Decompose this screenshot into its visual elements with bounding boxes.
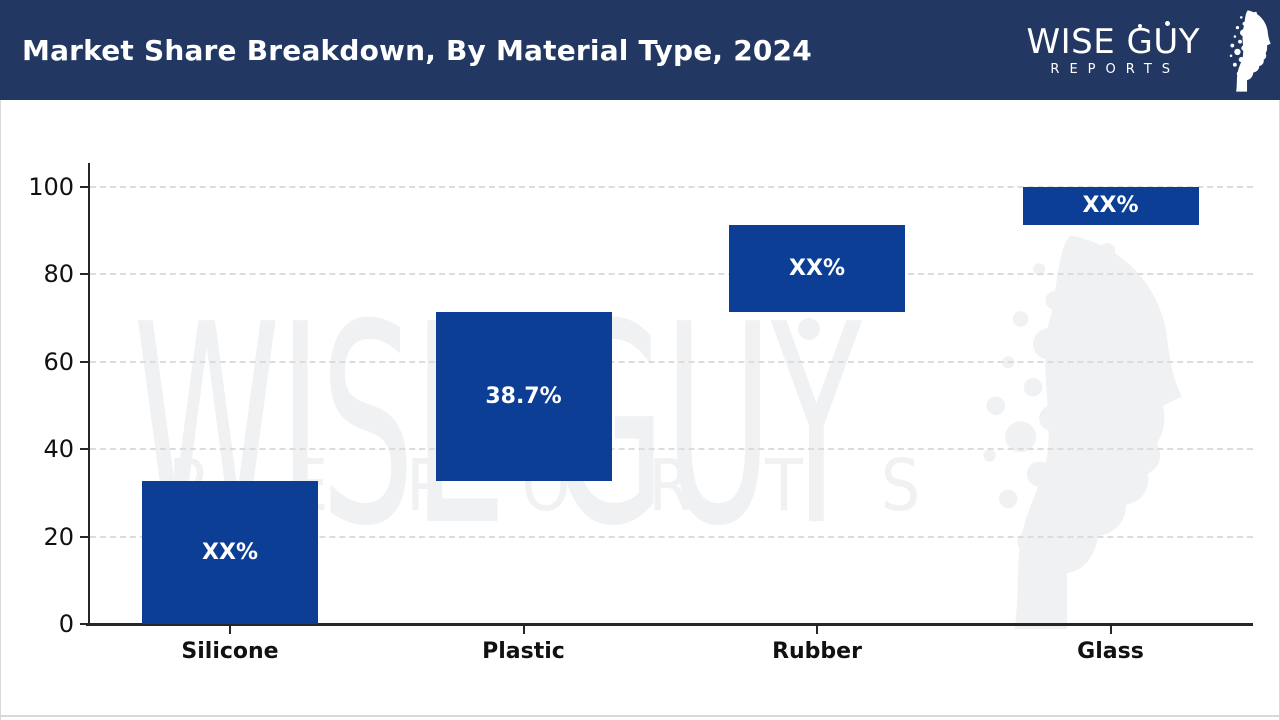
bar-value-label: 38.7%: [485, 383, 562, 409]
gridline-y60: [90, 360, 1253, 363]
y-tick-mark: [80, 535, 89, 538]
page-title: Market Share Breakdown, By Material Type…: [22, 33, 812, 67]
y-tick-label: 0: [58, 610, 74, 638]
logo-dot-icon: [1165, 20, 1170, 26]
y-tick-label: 100: [28, 172, 74, 201]
y-tick-mark: [80, 273, 89, 275]
y-tick-label: 20: [43, 522, 74, 551]
x-category-label: Plastic: [482, 639, 565, 664]
logo-dot-icon: [1138, 23, 1142, 28]
x-axis-line: [86, 623, 1253, 626]
logo-brand-label: WISE GUY: [1026, 21, 1200, 62]
x-tick-mark: [816, 626, 818, 634]
y-tick-mark: [80, 623, 89, 625]
y-tick-label: 80: [43, 260, 74, 288]
y-tick-mark: [80, 185, 89, 188]
gridline-y100: [90, 185, 1253, 188]
gridline-y40: [90, 448, 1253, 450]
bar-value-label: XX%: [1082, 193, 1139, 219]
x-tick-mark: [522, 626, 525, 634]
logo-sub-label: REPORTS: [1050, 61, 1181, 77]
y-axis-line: [88, 163, 90, 625]
y-tick-label: 40: [43, 435, 74, 463]
dotted-head-icon: [1229, 10, 1271, 92]
footer-divider: [0, 715, 1280, 717]
bar-value-label: XX%: [202, 539, 258, 565]
header-bar: Market Share Breakdown, By Material Type…: [0, 0, 1280, 100]
gridline-y20: [90, 535, 1253, 538]
gridline-y80: [90, 273, 1253, 275]
x-category-label: Glass: [1077, 639, 1144, 664]
y-tick-mark: [80, 360, 89, 363]
x-category-label: Rubber: [772, 639, 862, 664]
y-tick-mark: [80, 448, 89, 450]
bar-value-label: XX%: [789, 255, 845, 281]
bar-rubber: XX%: [729, 225, 905, 312]
logo-text: WISE GUY REPORTS: [1026, 20, 1200, 77]
x-category-label: Silicone: [181, 639, 279, 664]
wise-guy-reports-logo: WISE GUY REPORTS: [1026, 0, 1272, 100]
bar-silicone: XX%: [142, 480, 318, 624]
y-tick-label: 60: [43, 347, 74, 376]
x-tick-mark: [229, 626, 231, 634]
x-tick-mark: [1109, 626, 1112, 634]
bar-plastic: 38.7%: [435, 311, 612, 481]
bar-glass: XX%: [1022, 186, 1199, 225]
